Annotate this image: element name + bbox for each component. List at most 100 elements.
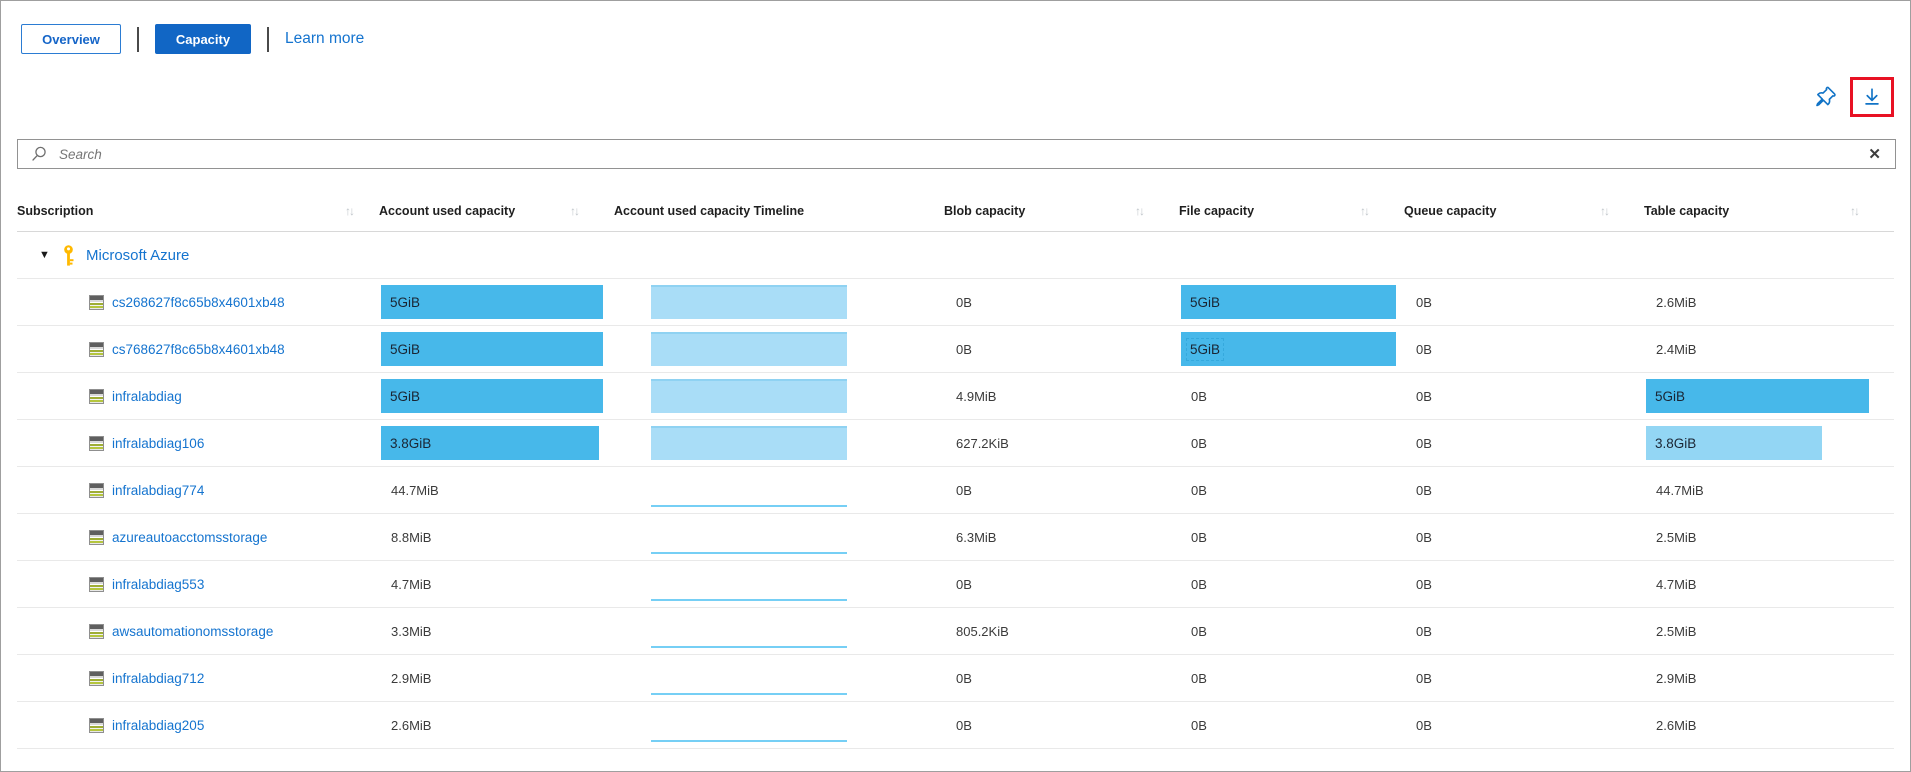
blob-capacity-value: 0B: [956, 341, 972, 357]
queue-cell: 0B: [1404, 655, 1644, 701]
storage-account-link[interactable]: infralabdiag: [112, 388, 182, 404]
sort-icon[interactable]: ↑↓: [345, 204, 355, 218]
tab-overview[interactable]: Overview: [21, 24, 121, 54]
storage-account-icon: [89, 435, 104, 451]
subscription-cell: infralabdiag553: [17, 561, 379, 607]
file-capacity-bar: 5GiB: [1181, 332, 1396, 366]
file-cell: 0B: [1179, 514, 1404, 560]
column-header-timeline: Account used capacity Timeline: [614, 191, 944, 231]
column-header-queue[interactable]: Queue capacity ↑↓: [1404, 191, 1644, 231]
clear-search-icon[interactable]: ✕: [1868, 145, 1881, 163]
timeline-sparkline-filled: [651, 379, 847, 413]
search-bar: ✕: [17, 139, 1896, 169]
queue-capacity-value: 0B: [1416, 435, 1432, 451]
blob-cell: 0B: [944, 326, 1179, 372]
bar-value-label: 5GiB: [1185, 337, 1225, 361]
account-cell: 2.9MiB: [379, 655, 614, 701]
column-label: Subscription: [17, 204, 94, 218]
table-capacity-value: 2.5MiB: [1656, 529, 1697, 545]
timeline-cell: [614, 514, 944, 560]
storage-account-link[interactable]: azureautoacctomsstorage: [112, 529, 268, 545]
blob-capacity-value: 0B: [956, 670, 972, 686]
account-capacity-bar: 5GiB: [381, 379, 603, 413]
storage-account-link[interactable]: infralabdiag712: [112, 670, 205, 686]
subscription-cell: infralabdiag712: [17, 655, 379, 701]
search-input[interactable]: [57, 145, 1869, 163]
tab-capacity[interactable]: Capacity: [155, 24, 251, 54]
blob-cell: 6.3MiB: [944, 514, 1179, 560]
pin-icon[interactable]: [1812, 84, 1838, 110]
storage-account-link[interactable]: infralabdiag553: [112, 576, 205, 592]
learn-more-link[interactable]: Learn more: [285, 30, 365, 47]
timeline-cell: [614, 608, 944, 654]
sort-icon[interactable]: ↑↓: [1600, 204, 1610, 218]
timeline-cell: [614, 561, 944, 607]
bar-value-label: 5GiB: [390, 341, 421, 357]
subscription-cell: infralabdiag205: [17, 702, 379, 748]
tab-separator: [267, 26, 269, 52]
table-capacity-bar: 3.8GiB: [1646, 426, 1822, 460]
storage-account-link[interactable]: infralabdiag774: [112, 482, 205, 498]
column-header-blob[interactable]: Blob capacity ↑↓: [944, 191, 1179, 231]
collapse-caret-icon[interactable]: ▼: [39, 249, 50, 261]
sort-icon[interactable]: ↑↓: [1135, 204, 1145, 218]
group-row: ▼ Microsoft Azure: [17, 232, 1894, 279]
blob-capacity-value: 0B: [956, 482, 972, 498]
queue-cell: 0B: [1404, 420, 1644, 466]
table-cell: 5GiB: [1644, 373, 1894, 419]
storage-account-icon: [89, 341, 104, 357]
queue-cell: 0B: [1404, 373, 1644, 419]
table-body: ▼ Microsoft Azure cs268627f8c65b8x4601xb…: [17, 232, 1894, 749]
account-capacity-value: 44.7MiB: [391, 482, 439, 498]
queue-cell: 0B: [1404, 514, 1644, 560]
table-cell: 3.8GiB: [1644, 420, 1894, 466]
column-label: Account used capacity Timeline: [614, 204, 805, 218]
storage-account-link[interactable]: infralabdiag106: [112, 435, 205, 451]
file-capacity-value: 0B: [1191, 670, 1207, 686]
queue-capacity-value: 0B: [1416, 341, 1432, 357]
account-cell: 5GiB: [379, 279, 614, 325]
account-cell: 4.7MiB: [379, 561, 614, 607]
timeline-sparkline-line: [651, 740, 847, 742]
blob-cell: 0B: [944, 561, 1179, 607]
storage-account-icon: [89, 482, 104, 498]
subscription-cell: cs768627f8c65b8x4601xb48: [17, 326, 379, 372]
timeline-cell: [614, 655, 944, 701]
blob-cell: 0B: [944, 655, 1179, 701]
sort-icon[interactable]: ↑↓: [1850, 204, 1860, 218]
group-subscription-link[interactable]: Microsoft Azure: [86, 246, 190, 264]
storage-account-link[interactable]: cs768627f8c65b8x4601xb48: [112, 341, 285, 357]
queue-cell: 0B: [1404, 326, 1644, 372]
table-capacity-value: 2.6MiB: [1656, 717, 1697, 733]
file-cell: 5GiB: [1179, 326, 1404, 372]
blob-capacity-value: 0B: [956, 576, 972, 592]
storage-account-icon: [89, 388, 104, 404]
column-header-subscription[interactable]: Subscription ↑↓: [17, 191, 379, 231]
account-capacity-bar: 3.8GiB: [381, 426, 599, 460]
account-cell: 3.8GiB: [379, 420, 614, 466]
rows-host: cs268627f8c65b8x4601xb48 5GiB 0B 5GiB 0B 2.6M…: [17, 279, 1894, 749]
account-capacity-bar: 5GiB: [381, 332, 603, 366]
account-capacity-value: 2.6MiB: [391, 717, 432, 733]
timeline-sparkline-line: [651, 505, 847, 507]
column-label: File capacity: [1179, 204, 1255, 218]
bar-value-label: 3.8GiB: [1655, 435, 1697, 451]
account-capacity-value: 4.7MiB: [391, 576, 432, 592]
download-icon[interactable]: [1861, 86, 1883, 108]
subscription-cell: cs268627f8c65b8x4601xb48: [17, 279, 379, 325]
column-header-table[interactable]: Table capacity ↑↓: [1644, 191, 1894, 231]
column-header-account[interactable]: Account used capacity ↑↓: [379, 191, 614, 231]
account-cell: 2.6MiB: [379, 702, 614, 748]
file-capacity-value: 0B: [1191, 482, 1207, 498]
storage-account-link[interactable]: infralabdiag205: [112, 717, 205, 733]
storage-account-link[interactable]: cs268627f8c65b8x4601xb48: [112, 294, 285, 310]
account-capacity-value: 3.3MiB: [391, 623, 432, 639]
table-capacity-value: 2.5MiB: [1656, 623, 1697, 639]
table-capacity-bar: 5GiB: [1646, 379, 1869, 413]
sort-icon[interactable]: ↑↓: [1360, 204, 1370, 218]
storage-account-link[interactable]: awsautomationomsstorage: [112, 623, 274, 639]
column-header-file[interactable]: File capacity ↑↓: [1179, 191, 1404, 231]
table-row: infralabdiag106 3.8GiB 627.2KiB 0B 0B 3.8GiB: [17, 420, 1894, 467]
queue-capacity-value: 0B: [1416, 388, 1432, 404]
sort-icon[interactable]: ↑↓: [570, 204, 580, 218]
